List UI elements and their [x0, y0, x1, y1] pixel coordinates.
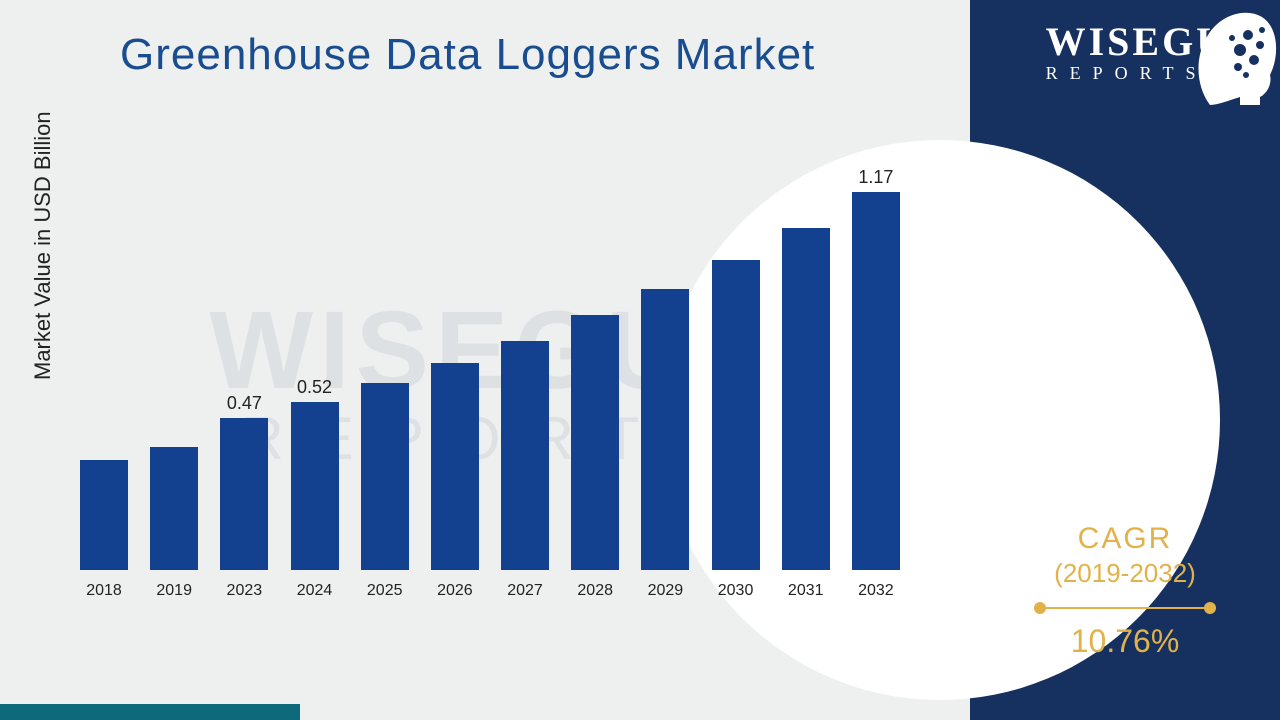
cagr-range: (2019-2032)	[1000, 558, 1250, 589]
bar	[431, 363, 479, 570]
cagr-label: CAGR	[1000, 522, 1250, 556]
bar	[641, 289, 689, 570]
x-tick-label: 2023	[220, 582, 268, 600]
bar	[571, 315, 619, 570]
bar-wrap: 0.47	[220, 418, 268, 570]
chart-area: 0.47 0.52 1.17 2018 2019 2023 2024 2025 2026 202…	[80, 150, 900, 600]
x-axis-labels: 2018 2019 2023 2024 2025 2026 2027 2028 2029 2030…	[80, 582, 900, 600]
bar-wrap	[361, 383, 409, 570]
bar	[712, 260, 760, 570]
x-tick-label: 2025	[361, 582, 409, 600]
bar	[361, 383, 409, 570]
cagr-block: CAGR (2019-2032) 10.76%	[1000, 522, 1250, 660]
cagr-divider	[1040, 607, 1210, 609]
bar-value-label: 0.47	[227, 393, 262, 414]
bar-wrap	[501, 341, 549, 570]
bar	[291, 402, 339, 570]
bar-value-label: 1.17	[858, 167, 893, 188]
x-tick-label: 2032	[852, 582, 900, 600]
bar-wrap	[431, 363, 479, 570]
bar	[852, 192, 900, 570]
bar-value-label: 0.52	[297, 377, 332, 398]
bar	[782, 228, 830, 570]
bar	[501, 341, 549, 570]
x-tick-label: 2024	[291, 582, 339, 600]
bar	[80, 460, 128, 570]
bar	[150, 447, 198, 570]
x-tick-label: 2026	[431, 582, 479, 600]
bar-wrap: 1.17	[852, 192, 900, 570]
bar-wrap	[641, 289, 689, 570]
chart-title: Greenhouse Data Loggers Market	[120, 30, 815, 80]
bar-wrap	[782, 228, 830, 570]
y-axis-label: Market Value in USD Billion	[30, 111, 56, 380]
x-tick-label: 2018	[80, 582, 128, 600]
bars-container: 0.47 0.52 1.17	[80, 150, 900, 570]
bottom-accent-bar	[0, 704, 300, 720]
bar-wrap	[80, 460, 128, 570]
x-tick-label: 2019	[150, 582, 198, 600]
x-tick-label: 2027	[501, 582, 549, 600]
x-tick-label: 2030	[712, 582, 760, 600]
bar-wrap	[712, 260, 760, 570]
cagr-value: 10.76%	[1000, 623, 1250, 660]
bar	[220, 418, 268, 570]
x-tick-label: 2028	[571, 582, 619, 600]
x-tick-label: 2031	[782, 582, 830, 600]
bar-wrap	[571, 315, 619, 570]
bar-wrap	[150, 447, 198, 570]
head-icon	[1190, 5, 1280, 115]
x-tick-label: 2029	[641, 582, 689, 600]
bar-wrap: 0.52	[291, 402, 339, 570]
